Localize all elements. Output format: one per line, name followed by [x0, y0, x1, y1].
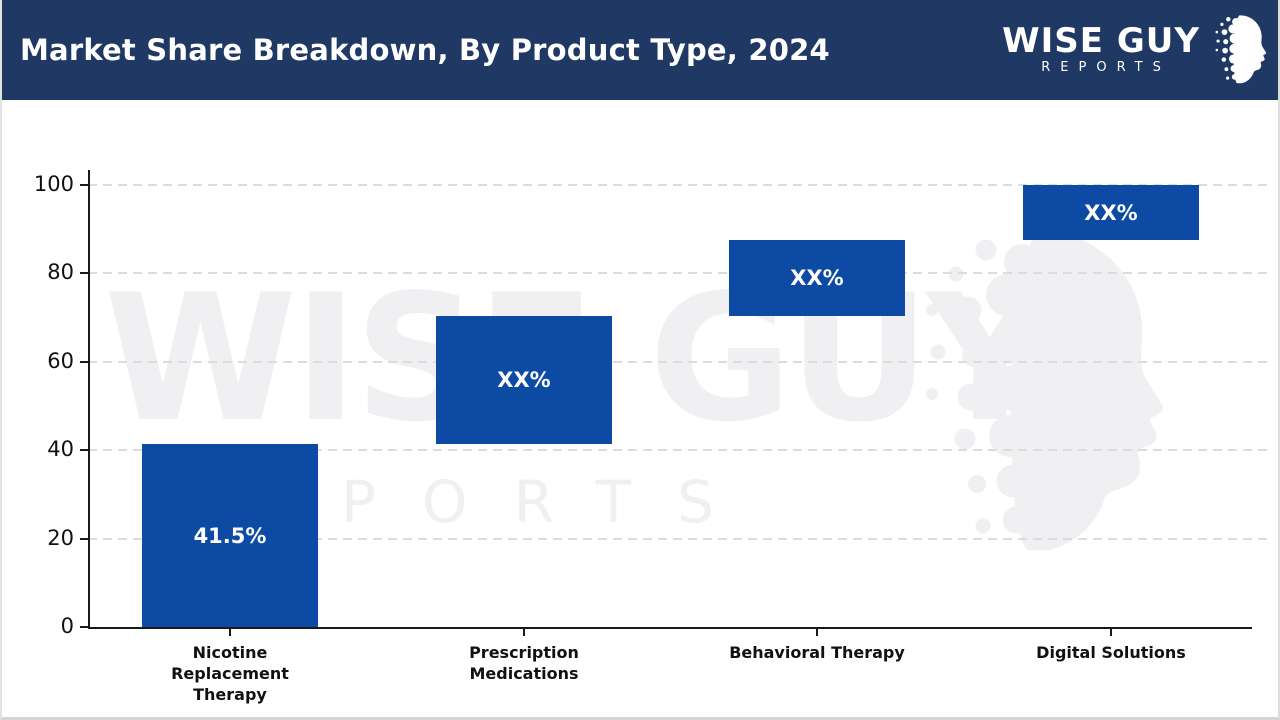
y-axis-tick-label: 100 [33, 172, 74, 196]
x-tick [816, 629, 818, 636]
gridline [88, 449, 1268, 451]
x-tick [229, 629, 231, 636]
logo-wordmark-line2: REPORTS [1041, 60, 1171, 75]
y-tick [80, 361, 88, 363]
y-axis-tick-label: 80 [47, 260, 74, 284]
logo-wordmark: WISE GUY REPORTS [1002, 23, 1200, 77]
bar-nicotine-replacement-therapy: 41.5% [142, 444, 318, 627]
x-category-label: Digital Solutions [1036, 643, 1186, 662]
y-axis-tick-label: 20 [47, 526, 74, 550]
bar-value-label: XX% [1084, 200, 1138, 225]
logo-wordmark-line1: WISE GUY [1002, 21, 1200, 61]
y-tick [80, 272, 88, 274]
y-axis-tick-label: 0 [60, 614, 74, 638]
gridline [88, 361, 1268, 363]
x-tick [1110, 629, 1112, 636]
watermark-face-icon [926, 231, 1164, 550]
x-category-label: Prescription Medications [469, 643, 579, 683]
bar-prescription-medications: XX% [436, 316, 612, 444]
y-axis-line [88, 170, 90, 629]
bar-value-label: XX% [497, 368, 551, 392]
bar-behavioral-therapy: XX% [729, 240, 905, 316]
gridline [88, 538, 1268, 540]
bar-value-label: 41.5% [193, 523, 267, 548]
y-tick [80, 626, 88, 628]
y-tick [80, 538, 88, 540]
y-tick [80, 449, 88, 451]
x-category-label: Behavioral Therapy [729, 643, 905, 662]
bar-value-label: XX% [790, 266, 844, 290]
header-bar: Market Share Breakdown, By Product Type,… [0, 0, 1280, 100]
logo-face-icon [1215, 15, 1267, 84]
x-tick [523, 629, 525, 636]
bar-digital-solutions: XX% [1023, 185, 1199, 240]
y-tick [80, 184, 88, 186]
gridline [88, 184, 1268, 186]
y-axis-tick-label: 60 [47, 349, 74, 373]
chart-title: Market Share Breakdown, By Product Type,… [20, 33, 830, 67]
y-axis-tick-label: 40 [47, 437, 74, 461]
logo: WISE GUY REPORTS [1002, 4, 1268, 96]
x-category-label: Nicotine Replacement Therapy [171, 643, 289, 704]
gridline [88, 272, 1268, 274]
x-axis-line [88, 627, 1252, 629]
